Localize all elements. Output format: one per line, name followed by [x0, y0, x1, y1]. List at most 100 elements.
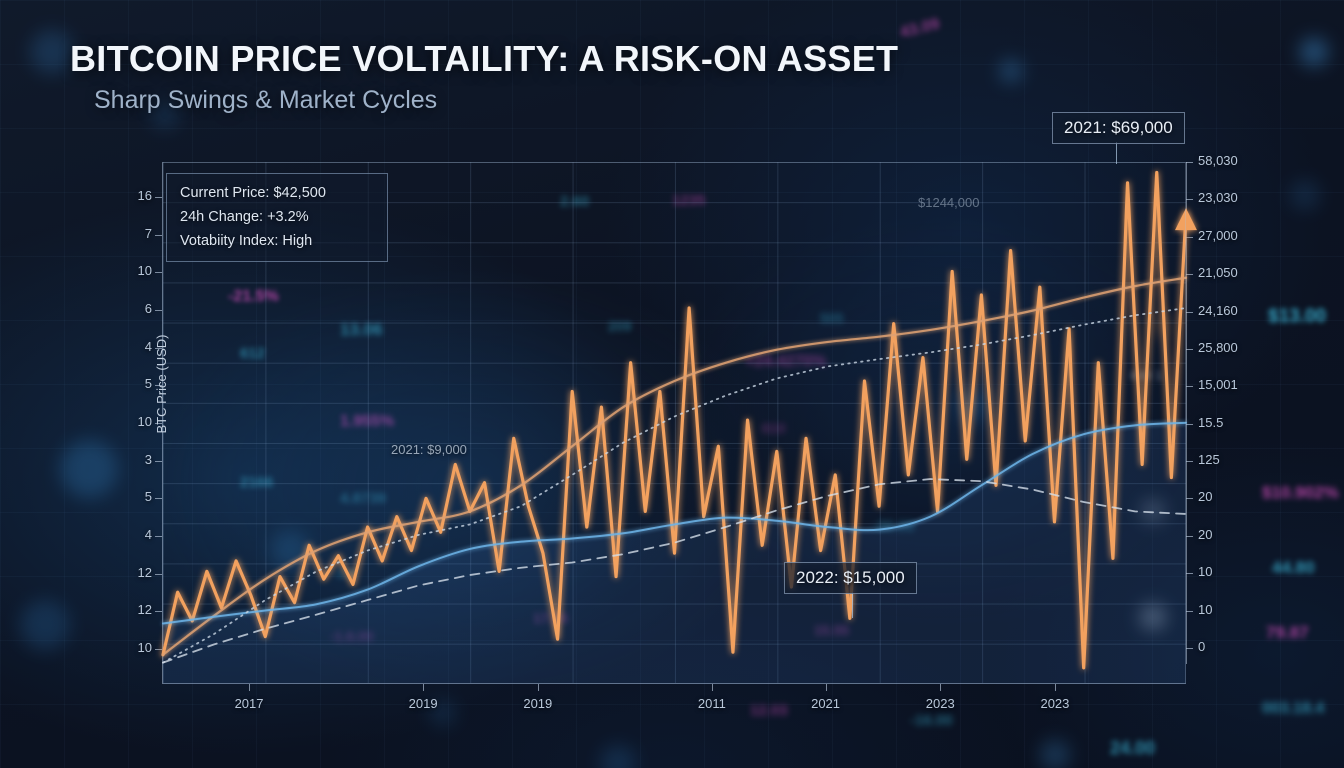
annotation-mid-2021: 2021: $9,000	[391, 442, 467, 457]
y-axis-tick-label-right: 24,160	[1198, 302, 1238, 318]
y-axis-tick-label-right: 15.5	[1198, 414, 1224, 430]
y-axis-tick-mark-right	[1186, 648, 1193, 649]
x-axis-tick-label: 2021	[811, 696, 841, 711]
y-axis-tick-mark-right	[1186, 274, 1193, 276]
y-axis-tick-label-right: 20	[1198, 489, 1213, 505]
chart-header: BITCOIN PRICE VOLTAILITY: A RISK-ON ASSE…	[70, 38, 898, 115]
y-axis-tick-mark-right	[1186, 535, 1193, 537]
x-axis-tick-mark	[537, 684, 539, 691]
y-axis-tick-label-left: 4	[144, 338, 152, 354]
y-axis-tick-label-right: 23,030	[1198, 190, 1238, 206]
y-axis-tick-mark-right	[1186, 236, 1193, 238]
bokeh-dot	[1040, 740, 1070, 768]
y-axis-tick-mark-left	[155, 423, 162, 424]
chart-title: BITCOIN PRICE VOLTAILITY: A RISK-ON ASSE…	[70, 38, 899, 79]
series-orange-trend	[163, 278, 1186, 655]
x-axis-tick-mark	[249, 684, 251, 691]
x-axis-tick-mark	[825, 684, 827, 691]
annotation-leader-trough-2022	[852, 592, 853, 618]
y-axis-tick-mark-right	[1186, 610, 1193, 612]
y-axis-tick-label-right: 0	[1198, 639, 1206, 654]
plot-svg	[163, 162, 1197, 684]
bokeh-dot	[1142, 500, 1164, 522]
stat-current-price: Current Price: $42,500	[180, 185, 326, 201]
stat-volatility-index: Votabiity Index: High	[180, 233, 313, 249]
annotation-ghost-top: $1244,000	[918, 195, 980, 210]
chart-subtitle: Sharp Swings & Market Cycles	[94, 86, 438, 114]
y-axis-tick-label-left: 6	[144, 301, 152, 316]
x-axis-tick-label: 2023	[1040, 696, 1070, 711]
series-dotted-projection	[163, 308, 1186, 663]
y-axis-tick-label-left: 7	[144, 225, 152, 241]
plot-area	[162, 162, 1197, 684]
y-axis-tick-label-left: 3	[144, 451, 152, 467]
bokeh-dot	[60, 440, 118, 498]
bokeh-dot	[20, 600, 70, 650]
y-axis-tick-mark-left	[155, 573, 162, 575]
y-axis-tick-label-right: 27,000	[1198, 227, 1238, 243]
y-axis-right-spine	[1186, 162, 1187, 664]
x-axis-tick-label: 2017	[234, 696, 264, 711]
y-axis-tick-label-right: 10	[1198, 564, 1213, 580]
y-axis-tick-label-right: 15,001	[1198, 377, 1238, 393]
series-blue-trend	[163, 423, 1186, 624]
annotation-trough-2022: 2022: $15,000	[784, 562, 917, 594]
x-axis-tick-mark	[423, 684, 425, 691]
y-axis-tick-label-left: 10	[137, 263, 152, 279]
y-axis-tick-mark-right	[1186, 348, 1193, 350]
y-axis-tick-label-right: 58,030	[1198, 153, 1238, 168]
bokeh-dot	[150, 100, 180, 130]
y-axis-tick-mark-left	[155, 272, 162, 274]
bokeh-dot	[30, 30, 74, 74]
y-axis-tick-mark-left	[155, 310, 162, 311]
x-axis-tick-label: 2023	[925, 696, 955, 711]
y-axis-tick-mark-left	[155, 234, 162, 236]
annotation-peak-2021: 2021: $69,000	[1052, 112, 1185, 144]
y-axis-tick-mark-right	[1186, 498, 1193, 500]
y-axis-tick-mark-left	[155, 385, 162, 387]
bokeh-dot	[1300, 38, 1328, 66]
bokeh-dot	[1140, 604, 1166, 630]
y-axis-tick-mark-left	[155, 197, 162, 198]
annotation-leader-peak-2021	[1116, 142, 1117, 164]
y-axis-tick-label-left: 10	[137, 414, 152, 429]
y-axis-tick-label-left: 5	[144, 489, 152, 505]
y-axis-tick-mark-left	[155, 347, 162, 349]
y-axis-tick-mark-left	[155, 649, 162, 650]
y-axis-tick-label-right: 125	[1198, 452, 1220, 468]
series-dashed-baseline	[163, 479, 1186, 663]
x-axis-tick-label: 2019	[523, 696, 553, 711]
y-axis-tick-mark-right	[1186, 461, 1193, 463]
y-axis-tick-mark-right	[1186, 162, 1193, 163]
bokeh-dot	[1000, 60, 1022, 82]
bokeh-dot	[430, 700, 456, 726]
bokeh-dot	[600, 745, 636, 768]
y-axis-tick-mark-right	[1186, 423, 1193, 425]
y-axis-tick-label-right: 10	[1198, 601, 1213, 617]
y-axis-tick-label-left: 16	[137, 188, 152, 203]
stats-info-panel: Current Price: $42,500 24h Change: +3.2%…	[166, 173, 388, 262]
y-axis-tick-label-left: 10	[137, 640, 152, 655]
y-axis-tick-label-left: 12	[137, 564, 152, 580]
x-axis-tick-label: 2019	[408, 696, 438, 711]
y-axis-tick-mark-left	[155, 498, 162, 500]
y-axis-tick-mark-left	[155, 460, 162, 462]
y-axis-tick-mark-right	[1186, 386, 1193, 388]
y-axis-tick-label-right: 21,050	[1198, 265, 1238, 281]
y-axis-tick-mark-right	[1186, 199, 1193, 201]
y-axis-tick-mark-right	[1186, 573, 1193, 575]
bokeh-dot	[1290, 180, 1320, 210]
y-axis-tick-mark-right	[1186, 311, 1193, 313]
price-trend-arrow-icon	[1174, 208, 1197, 231]
y-axis-tick-label-left: 5	[144, 376, 152, 392]
x-axis-tick-mark	[711, 684, 713, 691]
y-axis-tick-label-right: 20	[1198, 526, 1213, 542]
x-axis-tick-label: 2011	[697, 696, 726, 711]
x-axis-tick-mark	[1054, 684, 1056, 691]
y-axis-tick-label-left: 4	[144, 527, 152, 542]
y-axis-tick-mark-left	[155, 611, 162, 613]
y-axis-tick-mark-left	[155, 536, 162, 537]
y-axis-tick-label-left: 12	[137, 602, 152, 618]
y-axis-title: BTC Price (USD)	[153, 334, 169, 434]
y-axis-tick-label-right: 25,800	[1198, 339, 1238, 355]
